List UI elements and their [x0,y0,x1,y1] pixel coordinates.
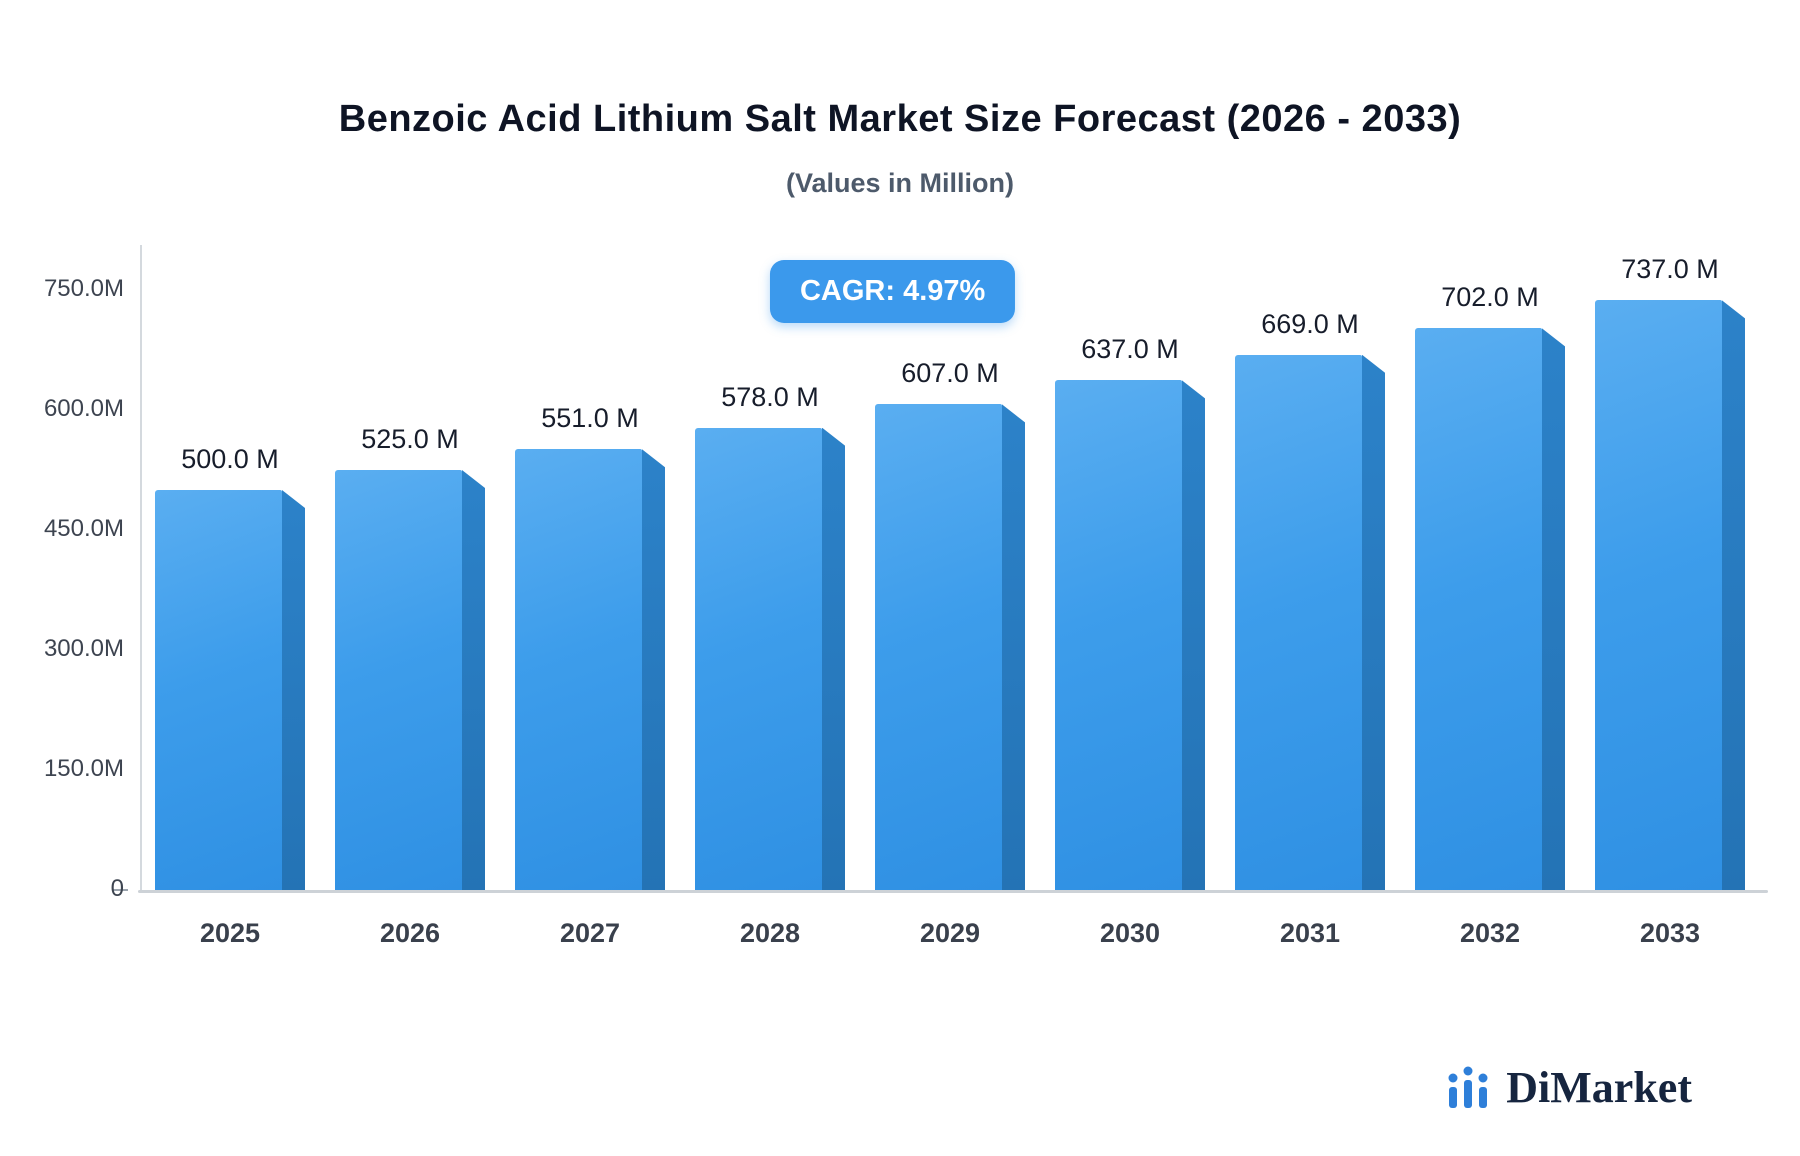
bar-side-face [822,427,845,890]
bar-value-label: 607.0 M [901,358,999,389]
y-axis-tick-label: 750.0M [43,275,124,302]
bar-main-face [695,427,822,890]
bar-main-face [335,470,462,890]
y-axis-tick-label: 0 [110,875,124,902]
bar-value-label: 578.0 M [721,381,819,412]
x-axis-category-label: 2032 [1459,918,1521,948]
x-axis-category-label: 2025 [199,918,261,948]
x-axis-category-label: 2026 [379,918,441,948]
y-axis-line [140,245,142,892]
bar-2026[interactable] [335,470,485,890]
bar-value-label: 551.0 M [541,403,639,434]
x-axis-line [138,890,1768,893]
cagr-badge: CAGR: 4.97% [769,260,1016,323]
x-axis-category-label: 2031 [1279,918,1341,948]
x-axis-category-label: 2029 [919,918,981,948]
bar-main-face [155,490,282,890]
y-axis-tick-label: 600.0M [43,395,124,422]
x-axis-category-label: 2028 [739,918,801,948]
bar-main-face [1595,300,1722,890]
bar-side-face [1362,354,1385,890]
bar-side-face [1722,300,1745,890]
bar-value-label: 669.0 M [1261,308,1359,339]
bar-main-face [1055,380,1182,890]
bar-value-label: 737.0 M [1621,254,1719,285]
bar-side-face [462,470,485,890]
x-axis-category-label: 2030 [1099,918,1161,948]
bar-2032[interactable] [1415,328,1565,890]
bar-value-label: 702.0 M [1441,282,1539,313]
zero-tick-mark [112,889,128,891]
bar-2029[interactable] [875,404,1025,890]
bar-value-label: 500.0 M [181,444,279,474]
bar-main-face [1415,328,1542,890]
x-axis-category-label: 2027 [559,918,621,948]
bar-side-face [1182,380,1205,890]
bar-side-face [282,490,305,890]
chart-subtitle: (Values in Million) [785,168,1015,198]
bar-2033[interactable] [1595,300,1745,890]
x-axis-category-label: 2033 [1639,918,1701,948]
y-axis-tick-label: 300.0M [43,635,124,662]
brand-logo: DiMarket [1444,1062,1692,1110]
bar-value-label: 637.0 M [1081,334,1179,365]
brand-logo-text: DiMarket [1506,1063,1692,1112]
bar-2027[interactable] [515,449,665,890]
bar-chart-logo-icon [1444,1062,1494,1110]
bar-2028[interactable] [695,427,845,890]
bar-2030[interactable] [1055,380,1205,890]
bar-side-face [1002,404,1025,890]
y-axis-tick-label: 450.0M [43,515,124,542]
bar-main-face [1235,354,1362,890]
bar-main-face [875,404,1002,890]
bar-2025[interactable] [155,490,305,890]
bar-main-face [515,449,642,890]
y-axis-tick-label: 150.0M [43,755,124,782]
bar-2031[interactable] [1235,354,1385,890]
bar-value-label: 525.0 M [361,424,459,454]
bar-side-face [1542,328,1565,890]
chart-title: Benzoic Acid Lithium Salt Market Size Fo… [338,98,1462,140]
bar-side-face [642,449,665,890]
